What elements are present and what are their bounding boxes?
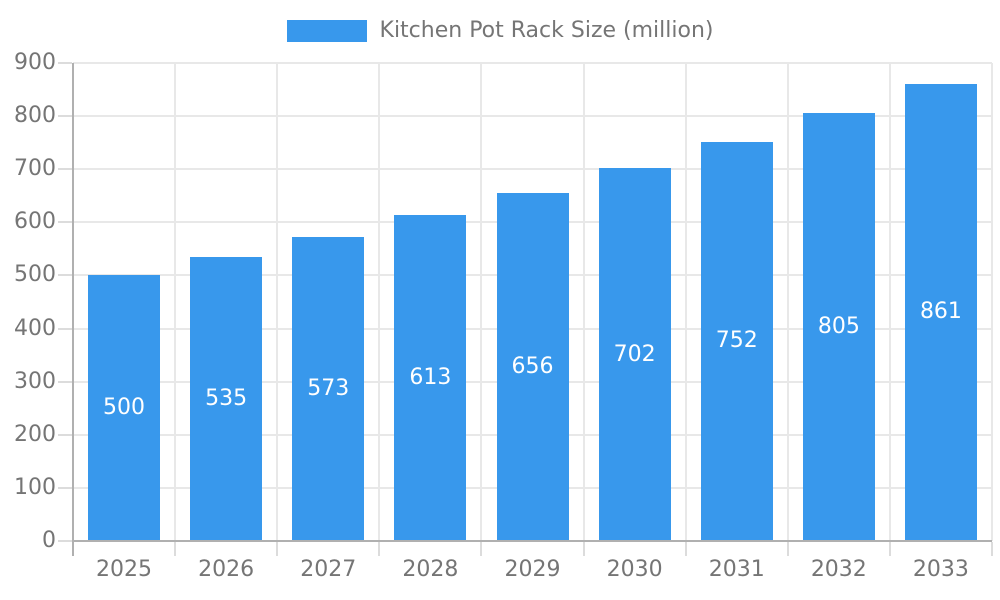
gridline-vertical — [684, 63, 687, 541]
x-axis-tick — [888, 542, 891, 556]
gridline-vertical — [582, 63, 585, 541]
bar: 613 — [394, 215, 467, 541]
bar: 805 — [802, 113, 875, 541]
bar-value-label: 752 — [715, 328, 758, 354]
y-axis-label: 600 — [14, 209, 56, 235]
x-axis-label: 2032 — [810, 557, 867, 582]
x-axis-tick — [174, 542, 177, 556]
bar-value-label: 500 — [103, 395, 146, 421]
bar: 500 — [88, 275, 161, 541]
x-axis-label: 2030 — [606, 557, 663, 582]
gridline-horizontal — [73, 168, 992, 171]
x-axis-tick — [276, 542, 279, 556]
bar-value-label: 805 — [817, 314, 860, 340]
y-axis-label: 0 — [42, 528, 56, 553]
x-axis-tick — [378, 542, 381, 556]
x-axis-tick — [480, 542, 483, 556]
y-axis-label: 100 — [14, 474, 56, 500]
x-axis-label: 2029 — [504, 557, 561, 582]
x-axis-label: 2026 — [198, 557, 255, 582]
x-axis-tick — [786, 542, 789, 556]
y-axis-tick — [58, 168, 72, 171]
y-axis-tick — [58, 380, 72, 383]
legend: Kitchen Pot Rack Size (million) — [0, 18, 1000, 43]
x-axis-label: 2031 — [708, 557, 765, 582]
bar: 752 — [700, 141, 773, 541]
bar-value-label: 702 — [613, 341, 656, 367]
y-axis-tick — [58, 221, 72, 224]
y-axis-tick — [58, 274, 72, 277]
legend-label: Kitchen Pot Rack Size (million) — [379, 18, 714, 43]
x-axis-tick — [582, 542, 585, 556]
gridline-vertical — [786, 63, 789, 541]
bar-value-label: 861 — [919, 299, 962, 325]
x-axis-label: 2025 — [96, 557, 153, 582]
gridline-vertical — [991, 63, 993, 541]
y-axis-label: 400 — [14, 315, 56, 341]
gridline-horizontal — [73, 62, 992, 64]
bar: 573 — [292, 236, 365, 541]
gridline-vertical — [378, 63, 381, 541]
y-axis-label: 700 — [14, 156, 56, 182]
gridline-vertical — [174, 63, 177, 541]
bar-value-label: 535 — [205, 385, 248, 411]
y-axis-label: 800 — [14, 103, 56, 129]
bar-value-label: 613 — [409, 365, 452, 391]
y-axis-tick — [58, 115, 72, 118]
x-axis-tick — [991, 542, 993, 556]
y-axis-tick — [58, 62, 72, 64]
y-axis-tick — [58, 486, 72, 489]
x-axis-label: 2033 — [912, 557, 969, 582]
bar-value-label: 573 — [307, 375, 350, 401]
y-axis-label: 500 — [14, 262, 56, 288]
y-axis-tick — [58, 327, 72, 330]
x-axis-label: 2028 — [402, 557, 459, 582]
x-axis-line — [73, 540, 992, 542]
x-axis-tick — [684, 542, 687, 556]
gridline-vertical — [276, 63, 279, 541]
plot-area: 500 535 573 613 656 702 752 805 861 — [73, 62, 993, 541]
legend-swatch — [286, 19, 367, 42]
y-axis-line — [72, 63, 74, 556]
y-axis-tick — [58, 540, 72, 542]
gridline-vertical — [480, 63, 483, 541]
y-axis-label: 900 — [14, 50, 56, 75]
x-axis-label: 2027 — [300, 557, 357, 582]
bar: 656 — [496, 192, 569, 541]
bar: 702 — [598, 168, 671, 541]
y-axis-label: 200 — [14, 421, 56, 447]
bar: 535 — [190, 256, 263, 541]
gridline-horizontal — [73, 115, 992, 118]
gridline-vertical — [888, 63, 891, 541]
y-axis-label: 300 — [14, 368, 56, 394]
bar-value-label: 656 — [511, 353, 554, 379]
y-axis-tick — [58, 433, 72, 436]
bar: 861 — [904, 83, 977, 541]
